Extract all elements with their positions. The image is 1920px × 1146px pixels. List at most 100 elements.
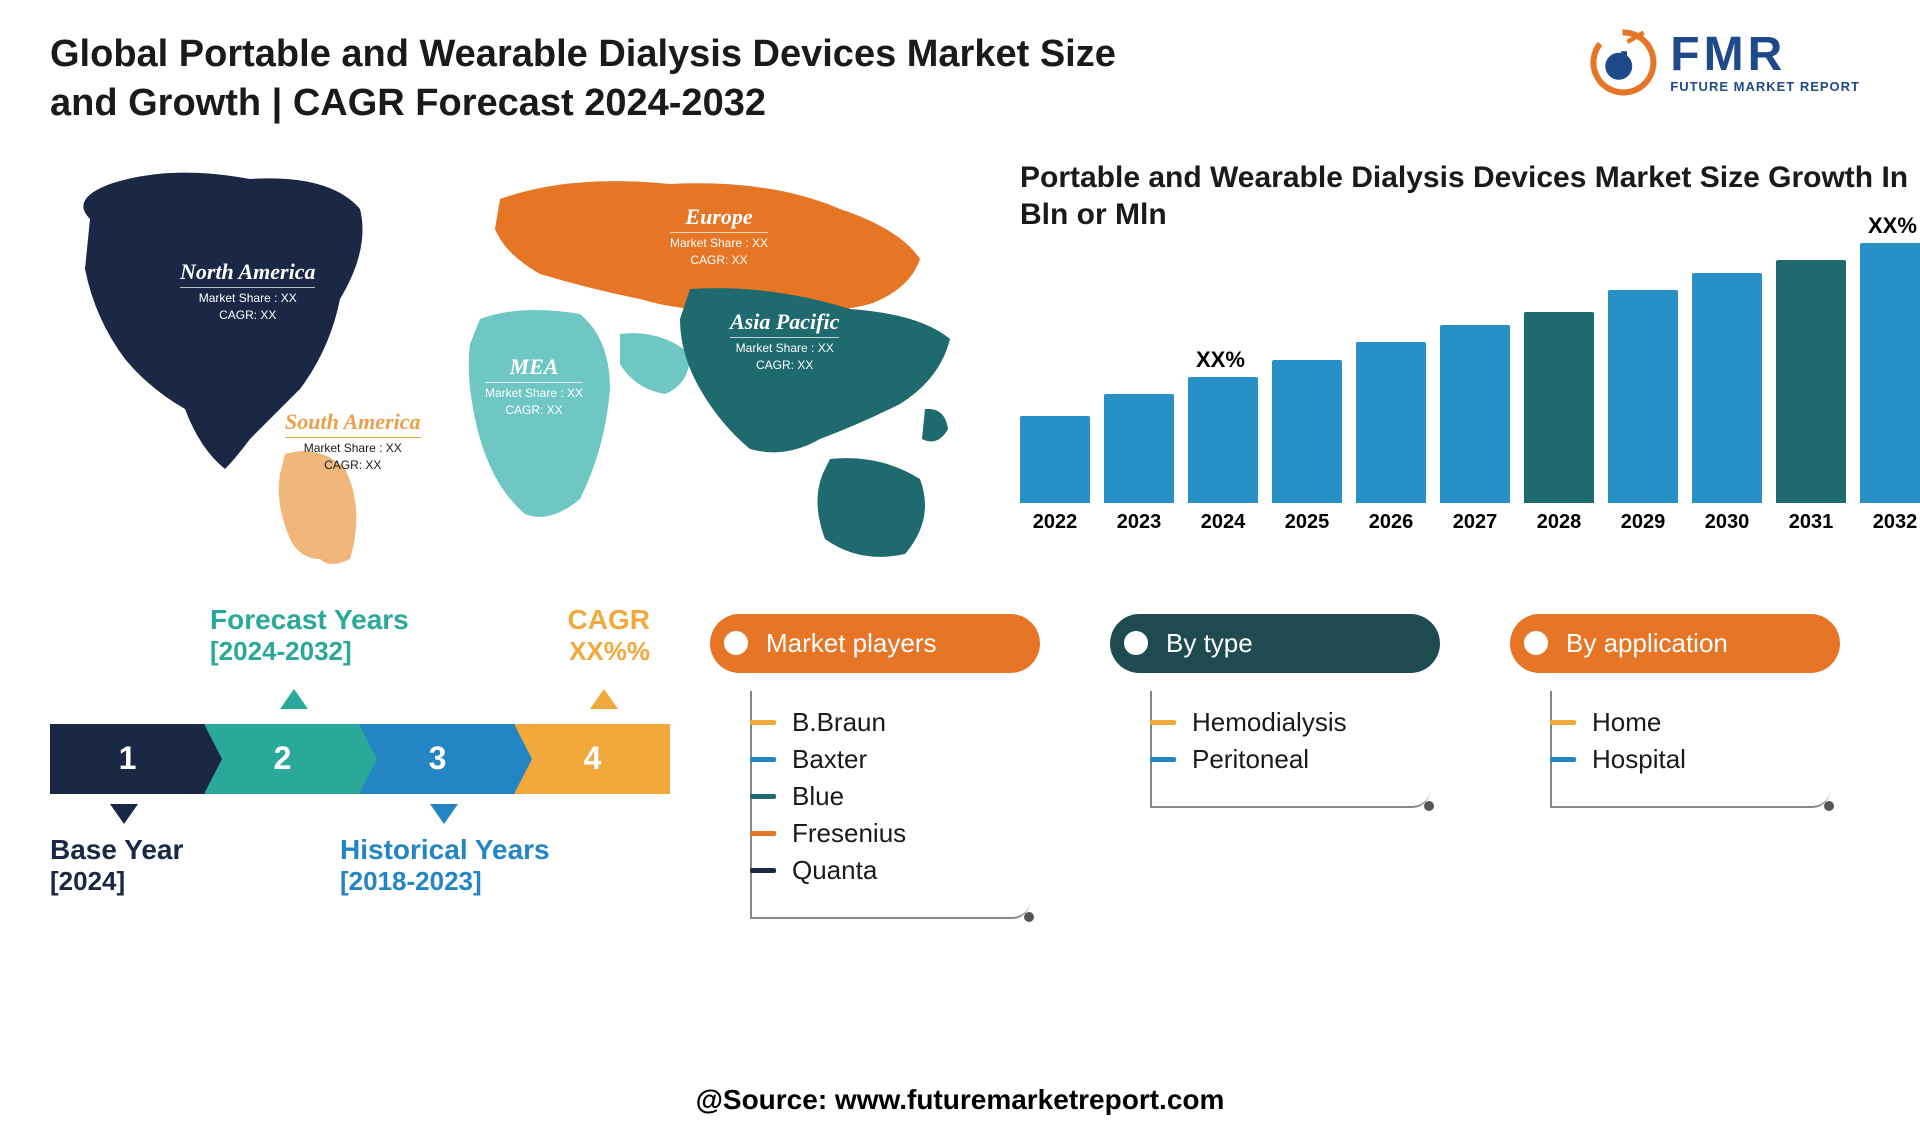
list-item: B.Braun bbox=[750, 707, 1030, 738]
bar-column: 2023 bbox=[1104, 394, 1174, 533]
list-item-label: Peritoneal bbox=[1192, 744, 1309, 775]
list-item-label: Fresenius bbox=[792, 818, 906, 849]
source-attribution: @Source: www.futuremarketreport.com bbox=[696, 1084, 1225, 1116]
list-item: Peritoneal bbox=[1150, 744, 1430, 775]
region-label-mea: MEA Market Share : XX CAGR: XX bbox=[485, 354, 583, 417]
bar bbox=[1776, 260, 1846, 503]
by-type-pill: By type bbox=[1110, 614, 1440, 673]
list-item: Hemodialysis bbox=[1150, 707, 1430, 738]
timeline-segment: 1 bbox=[50, 724, 205, 794]
tick-icon bbox=[1550, 757, 1576, 762]
tl-cagr-arrow-icon bbox=[590, 689, 618, 709]
bar bbox=[1356, 342, 1426, 502]
bar-year-label: 2024 bbox=[1201, 511, 1246, 534]
list-item: Hospital bbox=[1550, 744, 1830, 775]
bar bbox=[1020, 416, 1090, 503]
bar-column: 2030 bbox=[1692, 273, 1762, 534]
list-item-label: Hospital bbox=[1592, 744, 1686, 775]
region-label-eu: Europe Market Share : XX CAGR: XX bbox=[670, 204, 768, 267]
timeline-segment: 2 bbox=[205, 724, 360, 794]
bar-pct-label: XX% bbox=[1196, 347, 1245, 373]
by-application-list: Home Hospital bbox=[1550, 691, 1830, 808]
tick-icon bbox=[1150, 757, 1176, 762]
bar-column: 2031 bbox=[1776, 260, 1846, 534]
bar bbox=[1524, 312, 1594, 503]
market-players-section: Market players B.Braun Baxter Blue Freseniu… bbox=[710, 614, 1070, 919]
bar-year-label: 2029 bbox=[1621, 511, 1666, 534]
timeline-segment: 4 bbox=[515, 724, 670, 794]
world-map: North America Market Share : XX CAGR: XX… bbox=[50, 159, 970, 579]
timeline: Forecast Years [2024-2032] CAGR XX%% 123… bbox=[50, 614, 670, 919]
region-label-sa: South America Market Share : XX CAGR: XX bbox=[285, 409, 421, 472]
list-item: Blue bbox=[750, 781, 1030, 812]
bar-column: 2024 bbox=[1188, 377, 1258, 534]
tick-icon bbox=[750, 794, 776, 799]
pill-dot-icon bbox=[1124, 631, 1148, 655]
bar-year-label: 2028 bbox=[1537, 511, 1582, 534]
bar-column: 2027 bbox=[1440, 325, 1510, 534]
list-item-label: Quanta bbox=[792, 855, 877, 886]
bar bbox=[1440, 325, 1510, 503]
tick-icon bbox=[750, 868, 776, 873]
tl-historical-arrow-icon bbox=[430, 804, 458, 824]
bar-column: 2028 bbox=[1524, 312, 1594, 534]
main-title: Global Portable and Wearable Dialysis De… bbox=[50, 30, 1150, 129]
list-item-label: Hemodialysis bbox=[1192, 707, 1347, 738]
tl-forecast-label: Forecast Years [2024-2032] bbox=[210, 604, 409, 667]
list-item: Baxter bbox=[750, 744, 1030, 775]
region-label-ap: Asia Pacific Market Share : XX CAGR: XX bbox=[730, 309, 839, 372]
bar-column: 2032 bbox=[1860, 243, 1920, 534]
tl-base-label: Base Year [2024] bbox=[50, 834, 183, 897]
bar-year-label: 2032 bbox=[1873, 511, 1918, 534]
bar-year-label: 2027 bbox=[1453, 511, 1498, 534]
timeline-segment: 3 bbox=[360, 724, 515, 794]
bar bbox=[1692, 273, 1762, 503]
bar-year-label: 2026 bbox=[1369, 511, 1414, 534]
tl-base-arrow-icon bbox=[110, 804, 138, 824]
list-item: Home bbox=[1550, 707, 1830, 738]
bar-year-label: 2023 bbox=[1117, 511, 1162, 534]
bar-chart: Portable and Wearable Dialysis Devices M… bbox=[1000, 159, 1920, 579]
chart-title: Portable and Wearable Dialysis Devices M… bbox=[1020, 159, 1920, 234]
bar-column: 2029 bbox=[1608, 290, 1678, 533]
bar bbox=[1272, 360, 1342, 503]
list-item-label: B.Braun bbox=[792, 707, 886, 738]
by-type-section: By type Hemodialysis Peritoneal bbox=[1110, 614, 1470, 919]
fmr-logo: FMR FUTURE MARKET REPORT bbox=[1585, 25, 1860, 100]
by-type-list: Hemodialysis Peritoneal bbox=[1150, 691, 1430, 808]
tick-icon bbox=[1550, 720, 1576, 725]
market-players-list: B.Braun Baxter Blue Fresenius Quanta bbox=[750, 691, 1030, 919]
tl-forecast-arrow-icon bbox=[280, 689, 308, 709]
bar bbox=[1860, 243, 1920, 503]
market-players-pill: Market players bbox=[710, 614, 1040, 673]
bar bbox=[1608, 290, 1678, 502]
tick-icon bbox=[1150, 720, 1176, 725]
bar-year-label: 2022 bbox=[1033, 511, 1078, 534]
pill-dot-icon bbox=[724, 631, 748, 655]
tick-icon bbox=[750, 831, 776, 836]
bar-year-label: 2031 bbox=[1789, 511, 1834, 534]
tl-historical-label: Historical Years [2018-2023] bbox=[340, 834, 550, 897]
bar-pct-label: XX% bbox=[1868, 213, 1917, 239]
timeline-bar: 1234 bbox=[50, 724, 670, 794]
bar-column: 2022 bbox=[1020, 416, 1090, 534]
pill-dot-icon bbox=[1524, 631, 1548, 655]
bar-year-label: 2030 bbox=[1705, 511, 1750, 534]
logo-text: FMR bbox=[1670, 31, 1860, 79]
bar-column: 2025 bbox=[1272, 360, 1342, 534]
list-item-label: Baxter bbox=[792, 744, 867, 775]
region-label-na: North America Market Share : XX CAGR: XX bbox=[180, 259, 315, 322]
list-item: Fresenius bbox=[750, 818, 1030, 849]
bar-year-label: 2025 bbox=[1285, 511, 1330, 534]
bar-column: 2026 bbox=[1356, 342, 1426, 533]
tl-cagr-label: CAGR XX%% bbox=[568, 604, 650, 667]
logo-subtitle: FUTURE MARKET REPORT bbox=[1670, 79, 1860, 94]
bar-chart-bars: 2022 2023 2024 2025 2026 2027 2028 2029 2030 2031… bbox=[1020, 244, 1920, 534]
list-item-label: Blue bbox=[792, 781, 844, 812]
tick-icon bbox=[750, 757, 776, 762]
list-item-label: Home bbox=[1592, 707, 1661, 738]
by-application-pill: By application bbox=[1510, 614, 1840, 673]
logo-icon bbox=[1585, 25, 1660, 100]
by-application-section: By application Home Hospital bbox=[1510, 614, 1870, 919]
bar bbox=[1104, 394, 1174, 502]
